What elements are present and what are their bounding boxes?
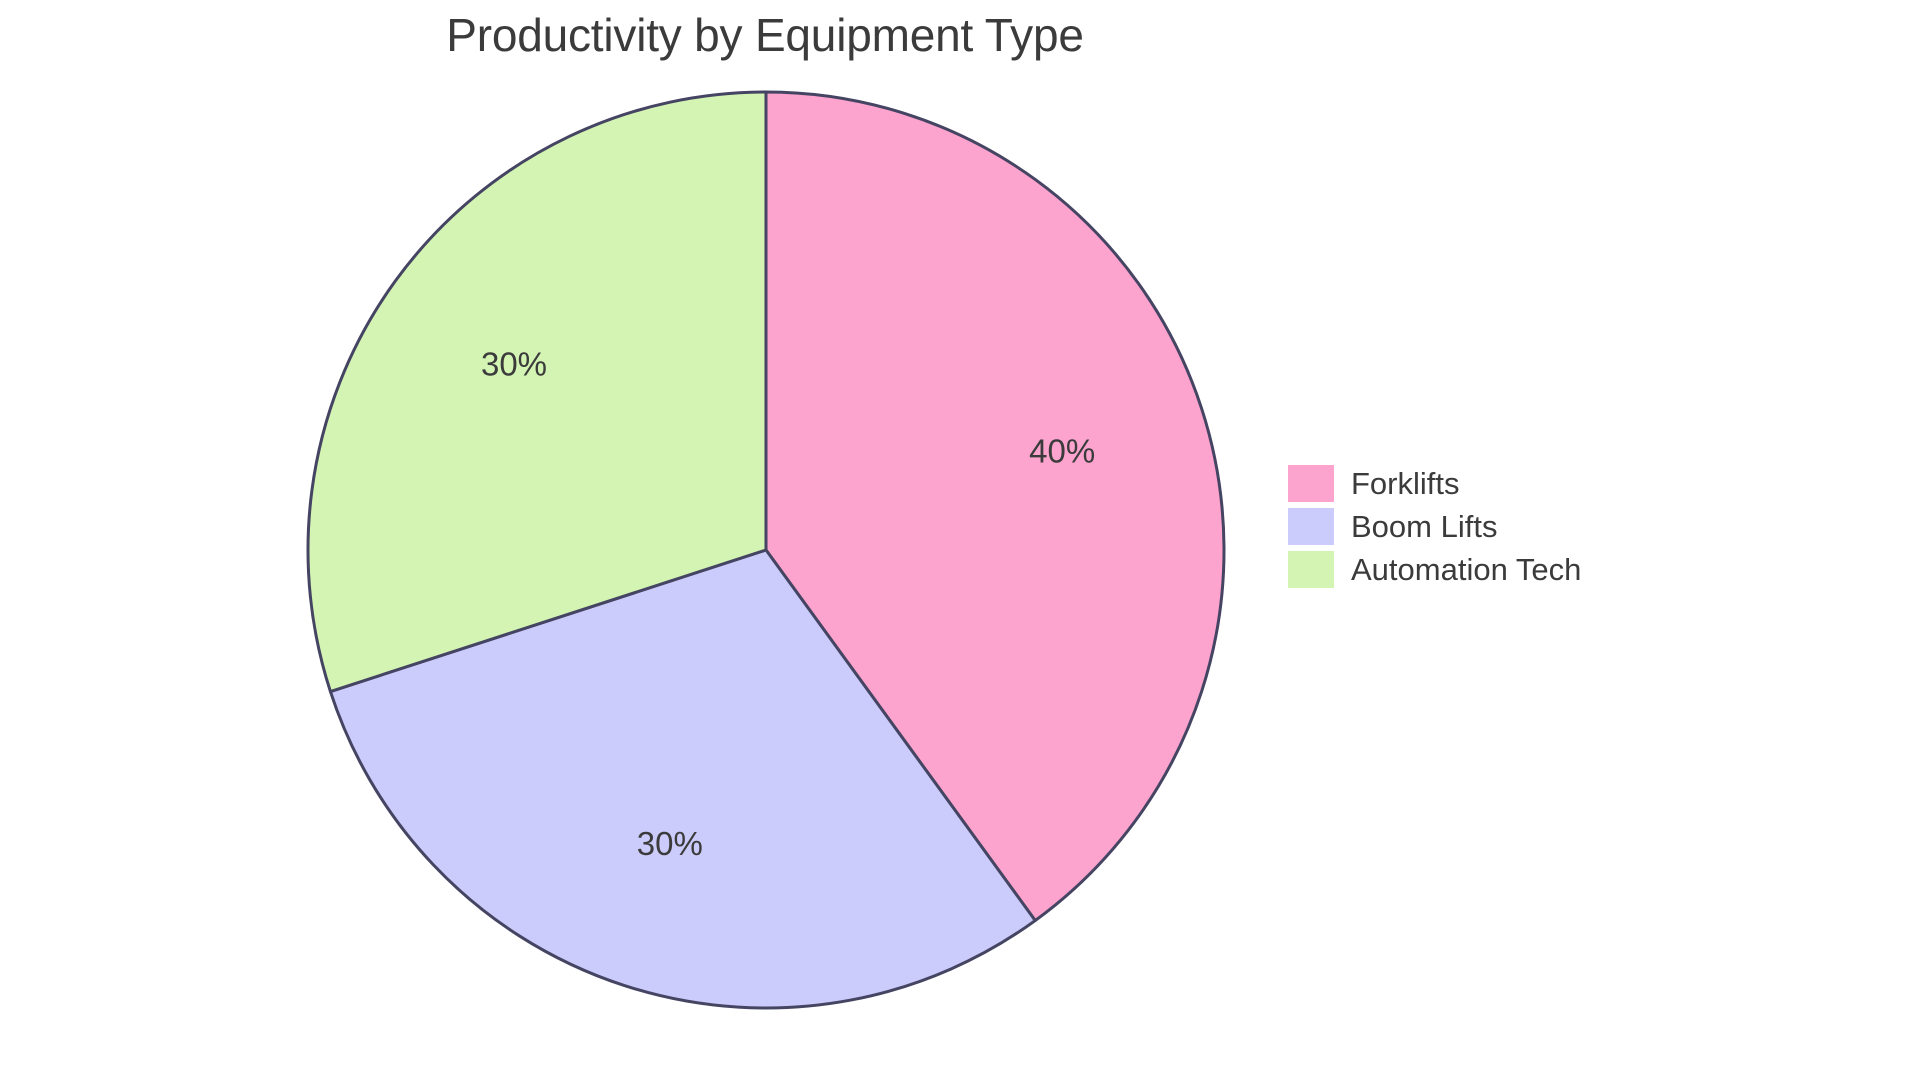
legend-label-boom-lifts: Boom Lifts (1351, 509, 1498, 544)
pie-chart: 40% 30% 30% (305, 89, 1227, 1011)
pie-slice-label-automation-tech: 30% (481, 346, 547, 383)
legend-item-automation-tech[interactable]: Automation Tech (1288, 548, 1708, 591)
chart-title: Productivity by Equipment Type (446, 9, 1084, 61)
pie-slice-label-forklifts: 40% (1029, 433, 1095, 470)
legend-swatch-icon-boom-lifts (1288, 508, 1334, 545)
pie-chart-svg: 40% 30% 30% (306, 90, 1226, 1010)
legend-item-boom-lifts[interactable]: Boom Lifts (1288, 505, 1708, 548)
legend-item-forklifts[interactable]: Forklifts (1288, 462, 1708, 505)
legend-label-automation-tech: Automation Tech (1351, 552, 1582, 587)
pie-slice-boom-lifts[interactable] (328, 548, 1037, 1010)
pie-slice-label-boom-lifts: 30% (637, 825, 703, 862)
legend-label-forklifts: Forklifts (1351, 466, 1460, 501)
legend-swatch-icon-automation-tech (1288, 551, 1334, 588)
chart-legend: Forklifts Boom Lifts Automation Tech (1288, 462, 1708, 591)
legend-swatch-icon-forklifts (1288, 465, 1334, 502)
pie-slice-automation-tech[interactable] (306, 90, 768, 694)
pie-slice-forklifts[interactable] (764, 90, 1226, 923)
